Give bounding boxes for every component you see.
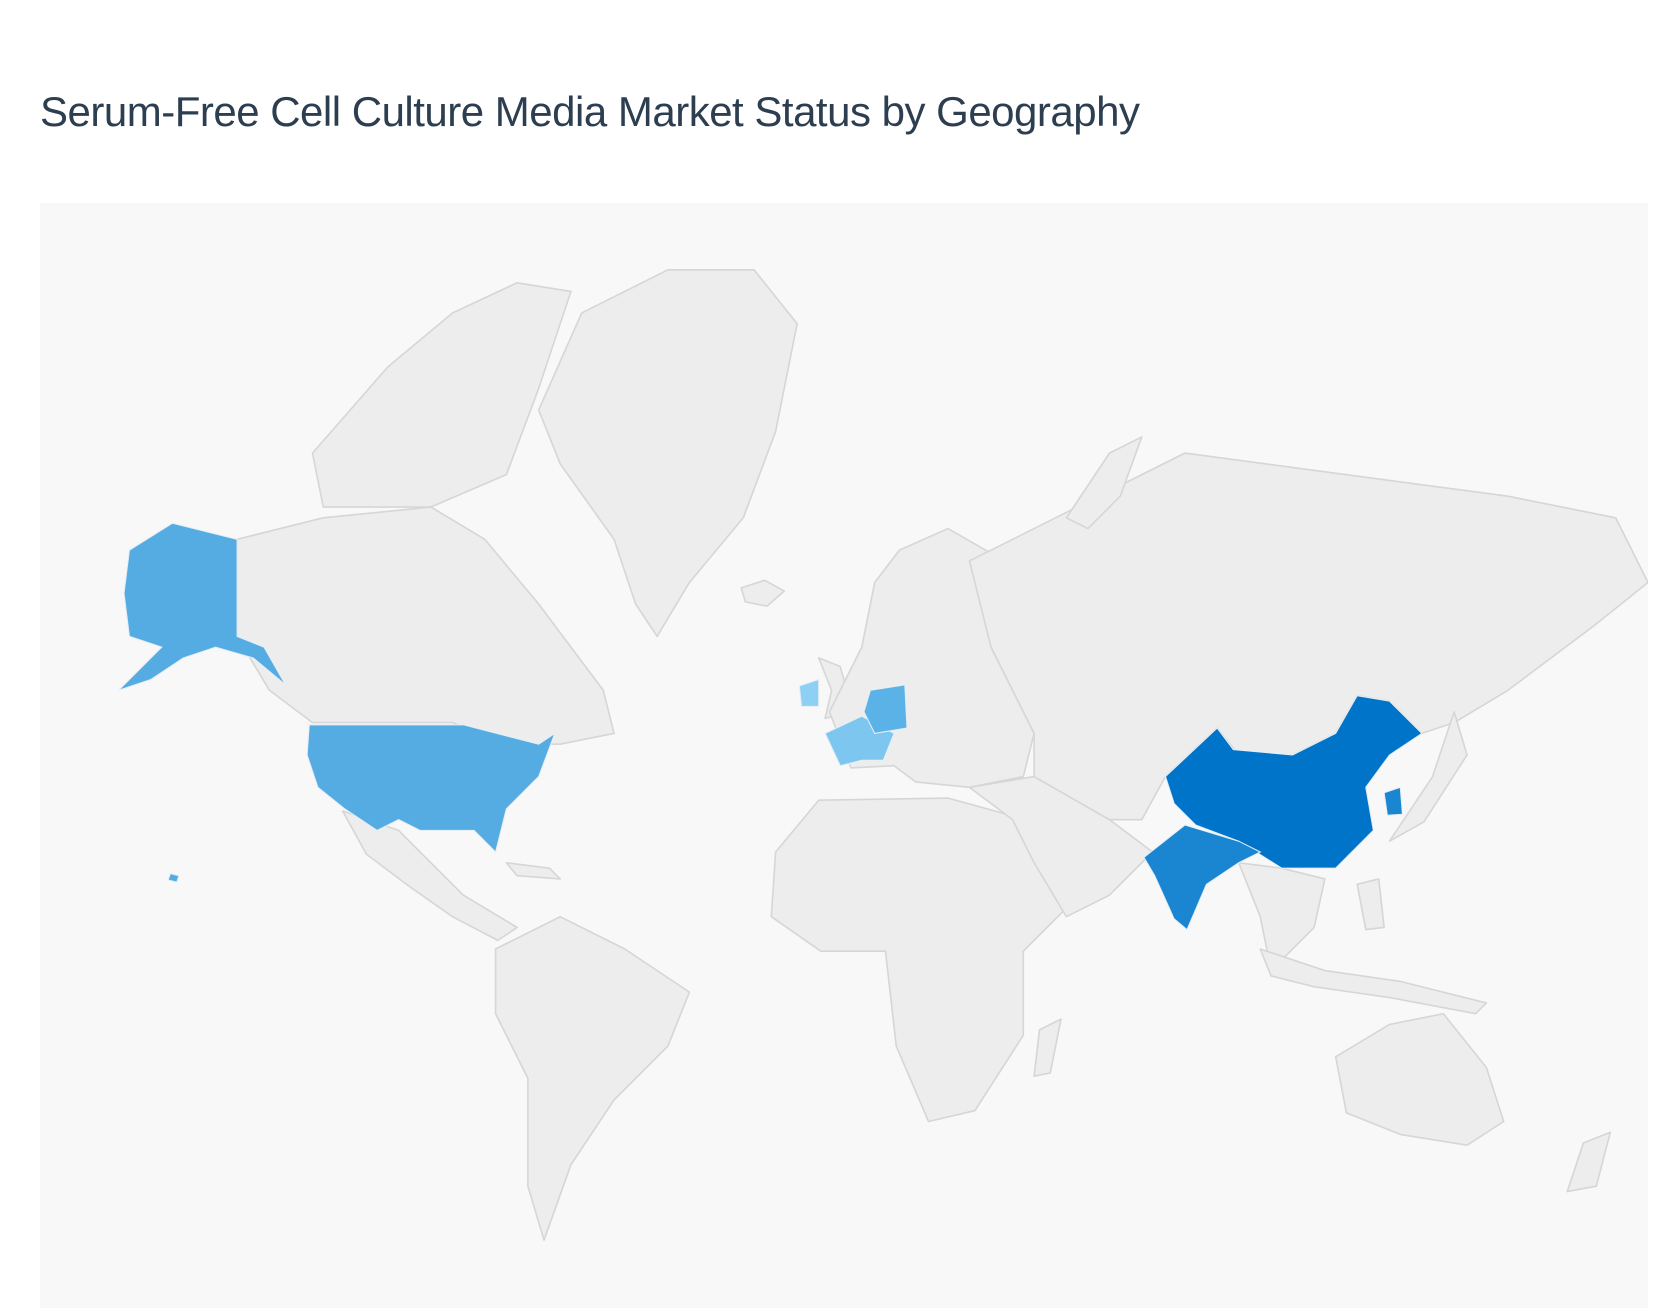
region-china[interactable]: [1164, 695, 1423, 869]
iceland[interactable]: [740, 579, 786, 607]
russia-arctic-islands[interactable]: [1065, 436, 1143, 530]
region-hawaii[interactable]: [167, 872, 180, 883]
canada-arctic-islands[interactable]: [311, 281, 572, 508]
philippines[interactable]: [1356, 878, 1385, 931]
world-map[interactable]: [40, 203, 1648, 1308]
base-land: [236, 269, 1648, 1241]
southeast-asia[interactable]: [1237, 861, 1326, 972]
new-zealand[interactable]: [1566, 1131, 1612, 1193]
region-alaska[interactable]: [118, 522, 287, 691]
region-united-states[interactable]: [306, 724, 556, 854]
madagascar[interactable]: [1033, 1018, 1062, 1078]
mexico-central-america[interactable]: [341, 810, 518, 942]
caribbean[interactable]: [505, 861, 562, 880]
map-svg[interactable]: [40, 203, 1648, 1308]
region-india[interactable]: [1143, 824, 1262, 931]
japan[interactable]: [1388, 711, 1468, 843]
page-title: Serum-Free Cell Culture Media Market Sta…: [40, 88, 1140, 135]
canada[interactable]: [236, 506, 615, 745]
highlighted-regions: [118, 522, 1423, 931]
region-germany[interactable]: [863, 684, 908, 734]
region-ireland[interactable]: [798, 678, 820, 707]
greenland[interactable]: [537, 269, 798, 638]
indonesia[interactable]: [1259, 948, 1488, 1015]
region-south-korea[interactable]: [1383, 786, 1404, 816]
africa[interactable]: [770, 797, 1068, 1123]
south-america[interactable]: [494, 915, 691, 1241]
australia[interactable]: [1334, 1012, 1505, 1147]
